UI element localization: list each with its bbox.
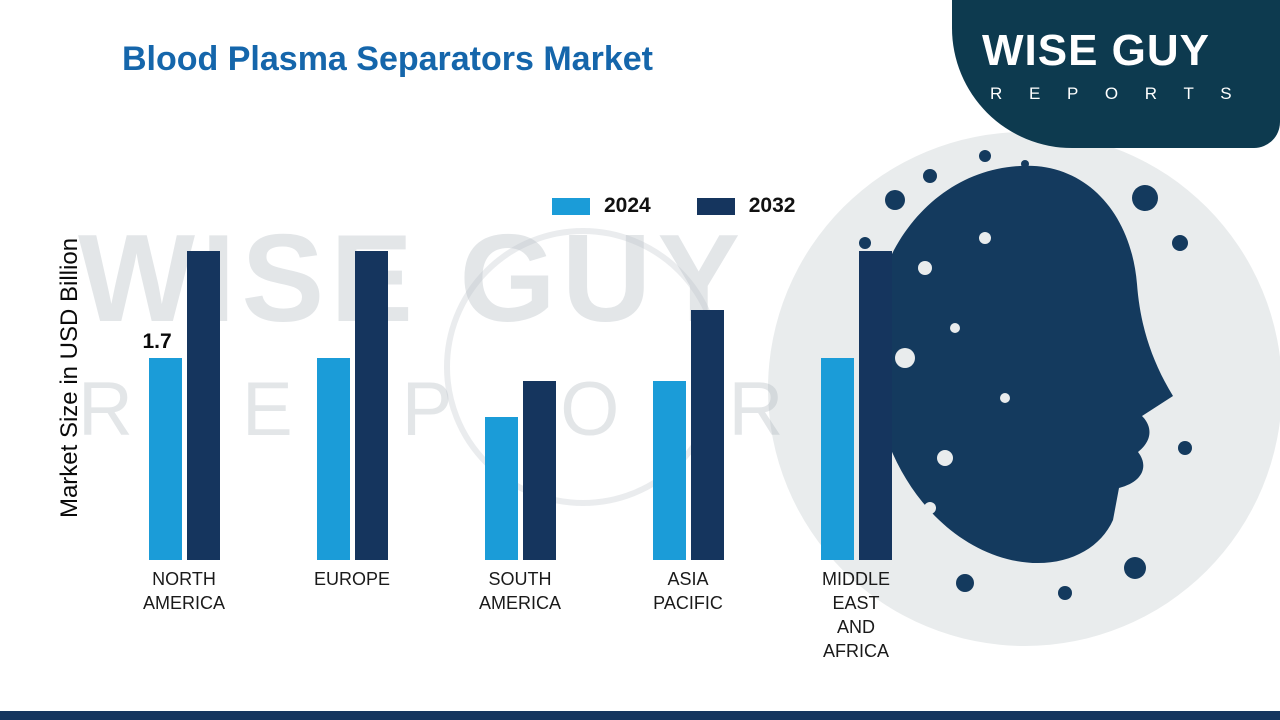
brand-wordmark-sub: R E P O R T S: [990, 84, 1243, 103]
bar-2024-asia-pacific: [652, 381, 686, 560]
bar-group-south-america: [484, 381, 556, 560]
category-label-middle-east-and-africa: MIDDLE EAST AND AFRICA: [821, 569, 890, 661]
brand-wordmark: WISE GUY: [982, 26, 1211, 75]
legend-swatch-2032: [696, 197, 735, 215]
category-label-north-america: NORTH AMERICA: [142, 569, 225, 613]
category-labels: NORTH AMERICA EUROPE SOUTH AMERICA ASIA PACIFI…: [100, 568, 940, 664]
legend-swatch-2024: [552, 197, 590, 215]
bar-2032-asia-pacific: [690, 310, 724, 560]
legend-item-2024: 2024: [552, 194, 651, 218]
page-title: Blood Plasma Separators Market: [122, 40, 653, 78]
bar-2024-europe: [316, 358, 350, 560]
bar-group-middle-east-and-africa: [820, 251, 892, 560]
category-label-europe: EUROPE: [313, 569, 391, 589]
bar-group-north-america: 1.7: [143, 251, 220, 560]
category-label-asia-pacific: ASIA PACIFIC: [653, 569, 723, 613]
bar-2032-north-america: [186, 251, 220, 560]
brand-logo: WISE GUY R E P O R T S: [952, 0, 1280, 148]
bar-2032-south-america: [522, 381, 556, 560]
bar-2032-middle-east-and-africa: [858, 251, 892, 560]
bottom-strip: [0, 711, 1280, 720]
legend: 2024 2032: [552, 194, 795, 218]
face-profile-graphic: [859, 150, 1192, 600]
legend-label-2024: 2024: [604, 194, 651, 217]
y-axis-label: Market Size in USD Billion: [56, 237, 83, 519]
bar-2024-middle-east-and-africa: [820, 358, 854, 560]
bar-2032-europe: [354, 251, 388, 560]
legend-item-2032: 2032: [696, 194, 796, 218]
bar-2024-south-america: [484, 417, 518, 560]
bar-2024-north-america: 1.7: [143, 330, 182, 560]
bar-group-asia-pacific: [652, 310, 724, 560]
category-label-south-america: SOUTH AMERICA: [478, 569, 561, 613]
legend-label-2032: 2032: [748, 194, 796, 217]
bar-chart: 1.7: [100, 240, 940, 560]
bar-value-label: 1.7: [142, 330, 172, 353]
bar-group-europe: [316, 251, 388, 560]
